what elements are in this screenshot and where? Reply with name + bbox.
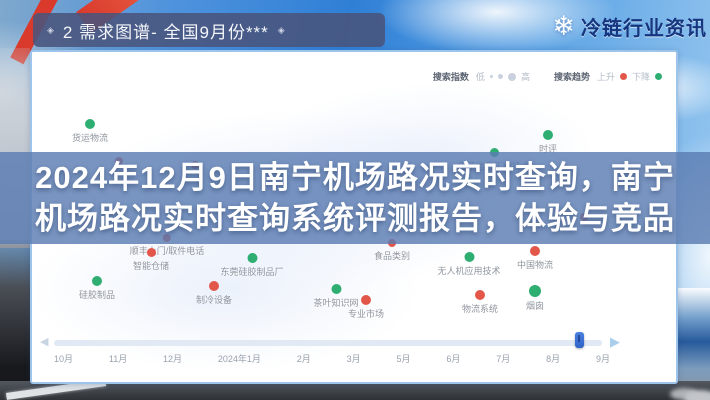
graph-node[interactable]: 中国物流 [517,246,553,271]
graph-node[interactable]: 茶叶知识网 [313,284,359,309]
down-trend-dot [463,252,474,262]
graph-node-label: 顺丰上门/取件电话 [129,246,205,256]
timeline-slider: ◀ ▶ 10月 11月 12月 2024年1月 2月 3月 5月 6月 7月 8月 9月 [32,324,676,382]
index-scale-dot-large [507,72,516,81]
legend-low-label: 低 [475,72,485,82]
down-trend-dot [91,276,102,286]
graph-node-label: 中国物流 [516,260,554,270]
down-trend-dot [330,284,341,294]
timeline-month: 9月 [595,354,610,364]
graph-node[interactable]: 专业市场 [348,295,384,320]
down-trend-dot [655,73,662,80]
headline-line-2: 机场路况实时查询系统评测报告，体验与竞品 [35,201,675,236]
graph-node[interactable]: 智能仓储 [132,247,170,272]
graph-node[interactable]: 无人机应用技术 [437,252,501,277]
graph-node[interactable]: 烟囱 [526,285,544,312]
graph-node-label: 食品类别 [373,251,411,261]
road-blur-blob [684,390,710,400]
graph-node-label: 货运物流 [71,133,109,143]
graph-node-label: 硅胶制品 [78,290,116,300]
up-trend-dot [474,290,485,300]
search-trend-label: 搜索趋势 [553,72,590,82]
legend-down-label: 下降 [631,72,650,82]
graph-node[interactable]: 物流系统 [462,290,498,315]
timeline-month: 6月 [446,354,461,364]
diamond-ornament-icon: ◈ [277,24,285,35]
search-index-label: 搜索指数 [432,72,469,82]
timeline-month: 3月 [346,354,361,364]
index-scale-dot-small [489,75,493,78]
headline-line-1: 2024年12月9日南宁机场路况实时查询，南宁 [35,160,675,195]
page-title: 2 需求图谱- 全国9月份*** [62,22,269,42]
slider-next-arrow[interactable]: ▶ [610,334,620,349]
timeline-month: 10月 [54,354,74,364]
graph-node-label: 无人机应用技术 [437,266,501,276]
up-trend-dot [360,295,371,305]
graph-node-label: 智能仓储 [132,260,170,271]
up-trend-dot [208,281,219,291]
up-trend-dot [619,73,627,80]
down-trend-dot [84,119,95,129]
graph-node-label: 专业市场 [347,309,385,319]
timeline-month: 2024年1月 [217,354,261,364]
chart-legend: 搜索指数 低 高 搜索趋势 上升 下降 [433,70,662,83]
slider-handle[interactable] [575,332,584,348]
background-road-photo [0,379,710,400]
timeline-month: 5月 [396,354,411,364]
up-trend-dot [146,247,156,257]
down-trend-dot [542,130,553,140]
down-trend-dot [246,253,257,263]
snowflake-icon: ❄ [552,11,575,41]
graph-node-label: 烟囱 [525,301,545,311]
brand-label: 冷链行业资讯 [581,18,707,40]
index-scale-dot-medium [497,74,503,79]
headline-overlay-banner: 2024年12月9日南宁机场路况实时查询，南宁 机场路况实时查询系统评测报告，体… [0,152,710,244]
graph-node-label: 时评 [538,144,558,154]
slider-prev-arrow[interactable]: ◀ [40,336,49,348]
graph-node[interactable]: 东莞硅胶制品厂 [220,253,284,278]
brand: ❄ 冷链行业资讯 [552,11,707,42]
timeline-month: 12月 [163,354,183,364]
graph-node[interactable]: 货运物流 [72,119,108,144]
timeline-month: 7月 [496,354,511,364]
graph-node-label: 制冷设备 [195,295,233,305]
up-trend-dot [529,246,540,256]
down-trend-dot [528,285,541,297]
timeline-month: 11月 [108,354,128,364]
graph-node[interactable]: 制冷设备 [196,281,232,306]
graph-node-label: 东莞硅胶制品厂 [220,267,284,277]
graph-node-label: 茶叶知识网 [313,298,359,308]
page-title-bar: ◈ 2 需求图谱- 全国9月份*** ◈ [33,13,385,47]
timeline-month: 8月 [546,354,561,364]
slider-track[interactable] [54,340,602,346]
graph-node[interactable]: 硅胶制品 [79,276,115,301]
diamond-ornament-icon: ◈ [47,24,54,35]
timeline-month-labels: 10月 11月 12月 2024年1月 2月 3月 5月 6月 7月 8月 9月 [54,352,610,365]
graph-node-label: 物流系统 [461,304,499,314]
graph-node[interactable]: 时评 [539,130,557,155]
legend-high-label: 高 [520,72,530,82]
timeline-month: 2月 [296,354,311,364]
legend-up-label: 上升 [596,72,615,82]
background-left-dark [0,240,30,400]
